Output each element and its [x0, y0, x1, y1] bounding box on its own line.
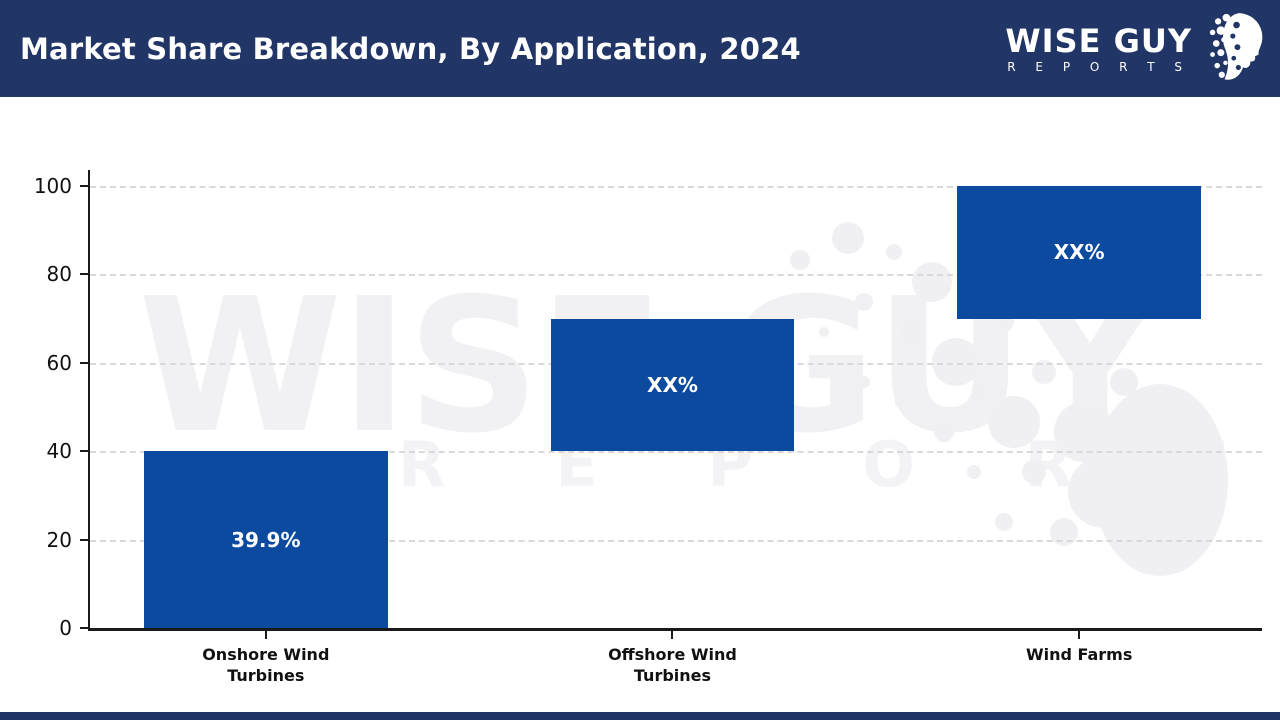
- wise-guy-reports-logo: WISE GUY R E P O R T S: [1005, 9, 1280, 89]
- y-axis-label-20: 20: [46, 527, 72, 552]
- category-label-line: Offshore Wind: [608, 645, 737, 664]
- category-label-line: Turbines: [227, 666, 305, 685]
- y-axis-tick-0: [80, 627, 88, 629]
- gridline-y-40: [90, 451, 1262, 454]
- x-axis-tick-1: [671, 631, 674, 639]
- bar-1[interactable]: XX%: [550, 318, 795, 452]
- y-axis-label-0: 0: [59, 616, 72, 640]
- y-axis-tick-40: [80, 450, 88, 453]
- page-title: Market Share Breakdown, By Application, …: [20, 31, 801, 66]
- bar-value-label: XX%: [1053, 240, 1105, 265]
- gridline-y-100: [90, 185, 1262, 188]
- x-axis-category-label-0: Onshore Wind Turbines: [146, 644, 386, 686]
- bar-chart-plot-area: 0 20 40 60 80 100 39.9% Onshore Wind Turbines XX%…: [34, 170, 1262, 685]
- y-axis-tick-60: [80, 361, 88, 364]
- bar-2[interactable]: XX%: [957, 185, 1202, 319]
- x-axis-tick-2: [1078, 631, 1081, 639]
- logo-head-icon: [1209, 12, 1263, 80]
- y-axis-tick-20: [80, 538, 88, 541]
- category-label-line: Onshore Wind: [202, 645, 330, 664]
- gridline-y-20: [90, 539, 1262, 542]
- footer-bar: [0, 712, 1280, 720]
- bar-0[interactable]: 39.9%: [143, 451, 388, 628]
- header-bar: Market Share Breakdown, By Application, …: [0, 0, 1280, 97]
- x-axis-category-label-2: Wind Farms: [959, 644, 1199, 665]
- logo-text: WISE GUY R E P O R T S: [1005, 24, 1192, 74]
- x-axis-category-label-1: Offshore Wind Turbines: [552, 644, 792, 686]
- bar-value-label: 39.9%: [231, 527, 301, 552]
- logo-sub-label: R E P O R T S: [1007, 59, 1191, 74]
- y-axis-label-60: 60: [46, 350, 72, 375]
- y-axis-label-40: 40: [46, 439, 72, 464]
- category-label-line: Wind Farms: [1025, 645, 1133, 664]
- y-axis-tick-100: [80, 184, 88, 187]
- category-label-line: Turbines: [633, 666, 712, 685]
- x-axis-tick-0: [264, 631, 267, 639]
- y-axis-label-100: 100: [33, 173, 72, 198]
- y-axis-label-80: 80: [46, 262, 72, 287]
- bar-value-label: XX%: [647, 372, 698, 397]
- logo-brand-label: WISE GUY: [1005, 21, 1192, 60]
- gridline-y-80: [90, 274, 1262, 277]
- y-axis-tick-80: [80, 273, 88, 276]
